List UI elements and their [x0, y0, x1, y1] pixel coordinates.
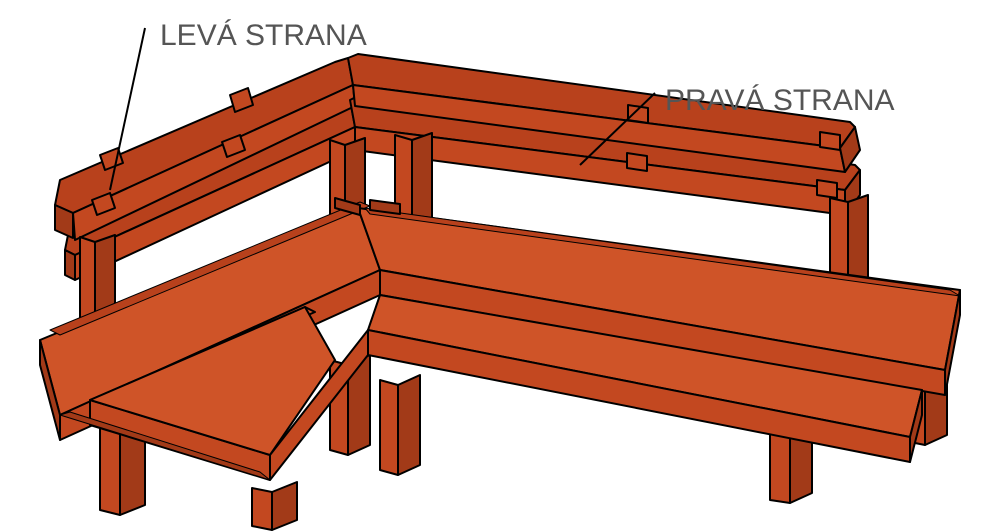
bench-face — [272, 482, 297, 530]
bench-diagram: LEVÁ STRANA PRAVÁ STRANA — [0, 0, 994, 532]
corner-bench — [40, 54, 960, 530]
bench-face — [820, 132, 840, 150]
bench-face — [817, 180, 837, 198]
bench-face — [65, 250, 75, 280]
bench-face — [380, 380, 398, 475]
label-right-side: PRAVÁ STRANA — [665, 84, 895, 117]
bench-face — [252, 488, 272, 530]
bench-face — [627, 153, 647, 171]
bench-face — [628, 105, 648, 123]
label-left-side: LEVÁ STRANA — [160, 19, 367, 52]
bench-face — [398, 375, 420, 475]
bench-face — [100, 425, 120, 515]
